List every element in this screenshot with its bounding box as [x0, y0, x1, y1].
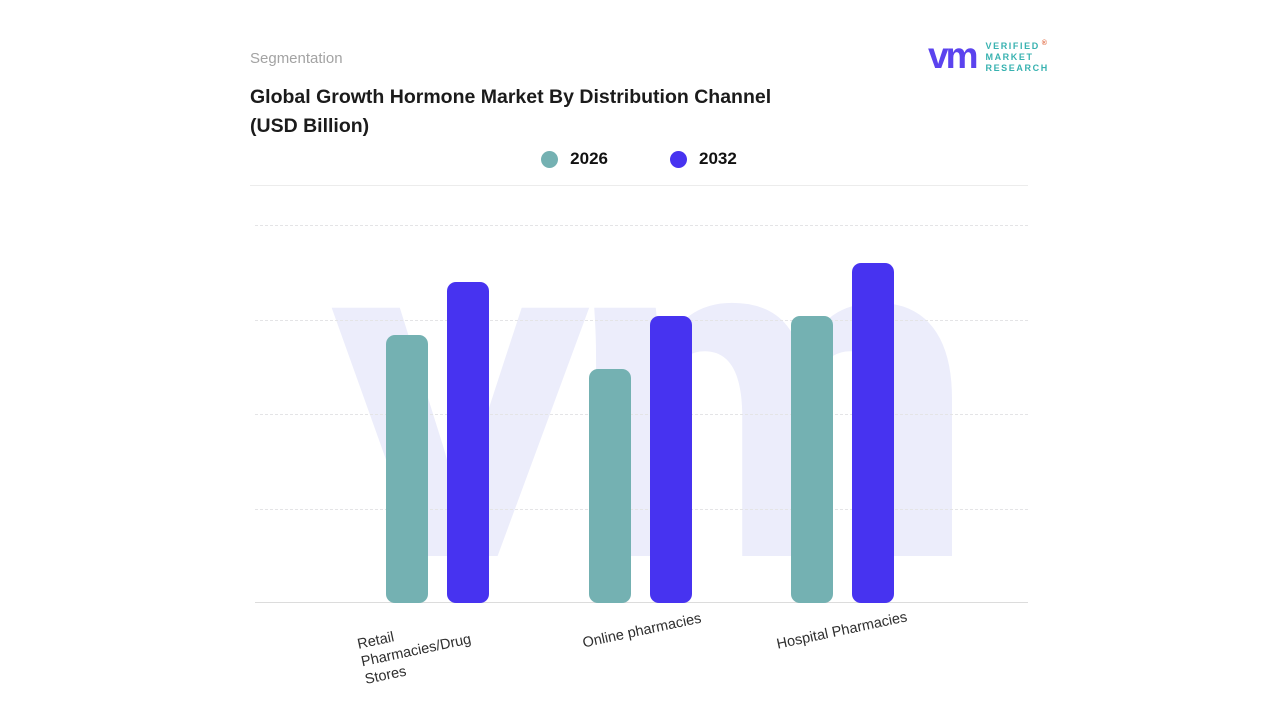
legend-item-2026: 2026 [541, 149, 608, 169]
legend-item-2032: 2032 [670, 149, 737, 169]
gridline [255, 508, 1028, 510]
gridline [255, 414, 1028, 415]
gridline [255, 225, 1028, 226]
bar-2026 [588, 368, 631, 603]
bar-2026 [791, 315, 833, 603]
logo-line-market: MARKET [985, 52, 1034, 62]
bar-chart-plot-area: vm [255, 159, 1028, 629]
legend-label-2026: 2026 [570, 149, 608, 168]
bar-2032 [447, 281, 489, 603]
page-title: Global Growth Hormone Market By Distribu… [250, 83, 890, 141]
registered-mark: ® [1041, 40, 1049, 47]
chart-legend: 2026 2032 [250, 149, 1028, 169]
bar-2026 [386, 334, 428, 603]
bar-group [791, 225, 894, 603]
legend-label-2032: 2032 [699, 149, 737, 168]
vmr-logo: vm VERIFIED ® MARKET RESEARCH [928, 35, 1049, 76]
x-axis-line [255, 602, 1028, 603]
bar-2032 [852, 262, 894, 603]
bar-series-container [255, 225, 1028, 603]
segmentation-eyebrow: Segmentation [250, 50, 343, 67]
gridline [255, 319, 1028, 321]
bar-group [386, 225, 489, 603]
page-title-line1: Global Growth Hormone Market By Distribu… [250, 86, 772, 108]
legend-dot-2032-icon [670, 150, 687, 168]
page-title-line2: (USD Billion) [250, 115, 370, 137]
header-divider [250, 185, 1028, 186]
bar-2032 [649, 315, 692, 603]
legend-dot-2026-icon [541, 150, 559, 168]
vmr-monogram-icon: vm [928, 35, 979, 76]
logo-line-verified: VERIFIED ® [985, 40, 1049, 51]
bar-group [588, 225, 692, 603]
vmr-logo-text: VERIFIED ® MARKET RESEARCH [985, 39, 1048, 73]
logo-line-research: RESEARCH [985, 63, 1049, 73]
